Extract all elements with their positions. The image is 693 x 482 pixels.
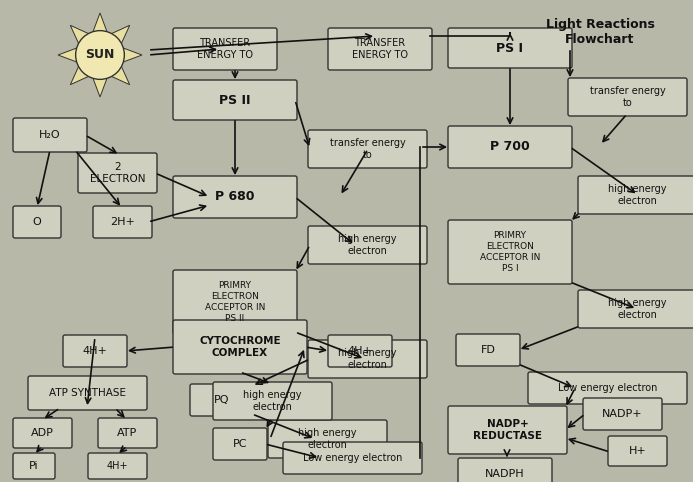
FancyBboxPatch shape [13,118,87,152]
Polygon shape [92,13,108,35]
FancyBboxPatch shape [308,226,427,264]
Text: 2
ELECTRON: 2 ELECTRON [90,162,146,184]
FancyBboxPatch shape [93,206,152,238]
FancyBboxPatch shape [13,418,72,448]
Text: ATP SYNTHASE: ATP SYNTHASE [49,388,126,398]
FancyBboxPatch shape [88,453,147,479]
FancyBboxPatch shape [173,176,297,218]
Text: 4H+: 4H+ [107,461,128,471]
FancyBboxPatch shape [283,442,422,474]
FancyBboxPatch shape [213,382,332,420]
Text: high energy
electron: high energy electron [608,184,667,206]
Text: SUN: SUN [85,49,114,62]
FancyBboxPatch shape [568,78,687,116]
Circle shape [76,31,124,80]
FancyBboxPatch shape [63,335,127,367]
Text: high energy
electron: high energy electron [298,428,357,450]
FancyBboxPatch shape [328,335,392,367]
FancyBboxPatch shape [608,436,667,466]
FancyBboxPatch shape [578,290,693,328]
FancyBboxPatch shape [13,206,61,238]
FancyBboxPatch shape [268,420,387,458]
Text: TRANSFER
ENERGY TO: TRANSFER ENERGY TO [352,38,408,60]
Text: high energy
electron: high energy electron [338,348,397,370]
Text: 2H+: 2H+ [110,217,135,227]
FancyBboxPatch shape [528,372,687,404]
Polygon shape [58,47,80,63]
FancyBboxPatch shape [13,453,55,479]
Polygon shape [92,75,108,97]
FancyBboxPatch shape [458,458,552,482]
FancyBboxPatch shape [308,340,427,378]
Text: 4H+: 4H+ [348,346,372,356]
FancyBboxPatch shape [78,153,157,193]
Text: P 700: P 700 [490,140,530,153]
Text: O: O [33,217,42,227]
Text: PS I: PS I [496,41,523,54]
Text: ATP: ATP [117,428,138,438]
FancyBboxPatch shape [173,270,297,334]
Text: PQ: PQ [214,395,230,405]
FancyBboxPatch shape [448,126,572,168]
FancyBboxPatch shape [308,130,427,168]
Text: Low energy electron: Low energy electron [303,453,402,463]
FancyBboxPatch shape [173,80,297,120]
Text: high energy
electron: high energy electron [243,390,301,412]
Text: Low energy electron: Low energy electron [558,383,657,393]
FancyBboxPatch shape [173,320,307,374]
Polygon shape [109,64,130,85]
Polygon shape [70,25,91,46]
Text: 4H+: 4H+ [82,346,107,356]
FancyBboxPatch shape [328,28,432,70]
FancyBboxPatch shape [456,334,520,366]
FancyBboxPatch shape [448,406,567,454]
Text: H+: H+ [629,446,647,456]
FancyBboxPatch shape [98,418,157,448]
Text: CYTOCHROME
COMPLEX: CYTOCHROME COMPLEX [199,336,281,358]
Text: FD: FD [480,345,495,355]
Text: Pi: Pi [29,461,39,471]
Text: transfer energy
to: transfer energy to [590,86,665,108]
FancyBboxPatch shape [448,220,572,284]
Polygon shape [109,25,130,46]
Text: PRIMRY
ELECTRON
ACCEPTOR IN
PS II: PRIMRY ELECTRON ACCEPTOR IN PS II [205,281,265,322]
Text: PS II: PS II [219,94,251,107]
Polygon shape [70,64,91,85]
FancyBboxPatch shape [173,28,277,70]
Text: NADPH: NADPH [485,469,525,479]
FancyBboxPatch shape [578,176,693,214]
Polygon shape [121,47,142,63]
Text: PC: PC [233,439,247,449]
FancyBboxPatch shape [28,376,147,410]
FancyBboxPatch shape [448,28,572,68]
Text: ADP: ADP [31,428,54,438]
Text: NADP+: NADP+ [602,409,643,419]
Text: H₂O: H₂O [40,130,61,140]
Text: P 680: P 680 [216,190,255,203]
Text: NADP+
REDUCTASE: NADP+ REDUCTASE [473,419,542,441]
Text: high energy
electron: high energy electron [608,298,667,320]
Text: Light Reactions
Flowchart: Light Reactions Flowchart [545,18,654,46]
FancyBboxPatch shape [583,398,662,430]
Text: PRIMRY
ELECTRON
ACCEPTOR IN
PS I: PRIMRY ELECTRON ACCEPTOR IN PS I [480,231,540,273]
FancyBboxPatch shape [190,384,254,416]
Text: high energy
electron: high energy electron [338,234,397,256]
Text: TRANSFER
ENERGY TO: TRANSFER ENERGY TO [197,38,253,60]
Text: transfer energy
to: transfer energy to [330,138,405,160]
FancyBboxPatch shape [213,428,267,460]
